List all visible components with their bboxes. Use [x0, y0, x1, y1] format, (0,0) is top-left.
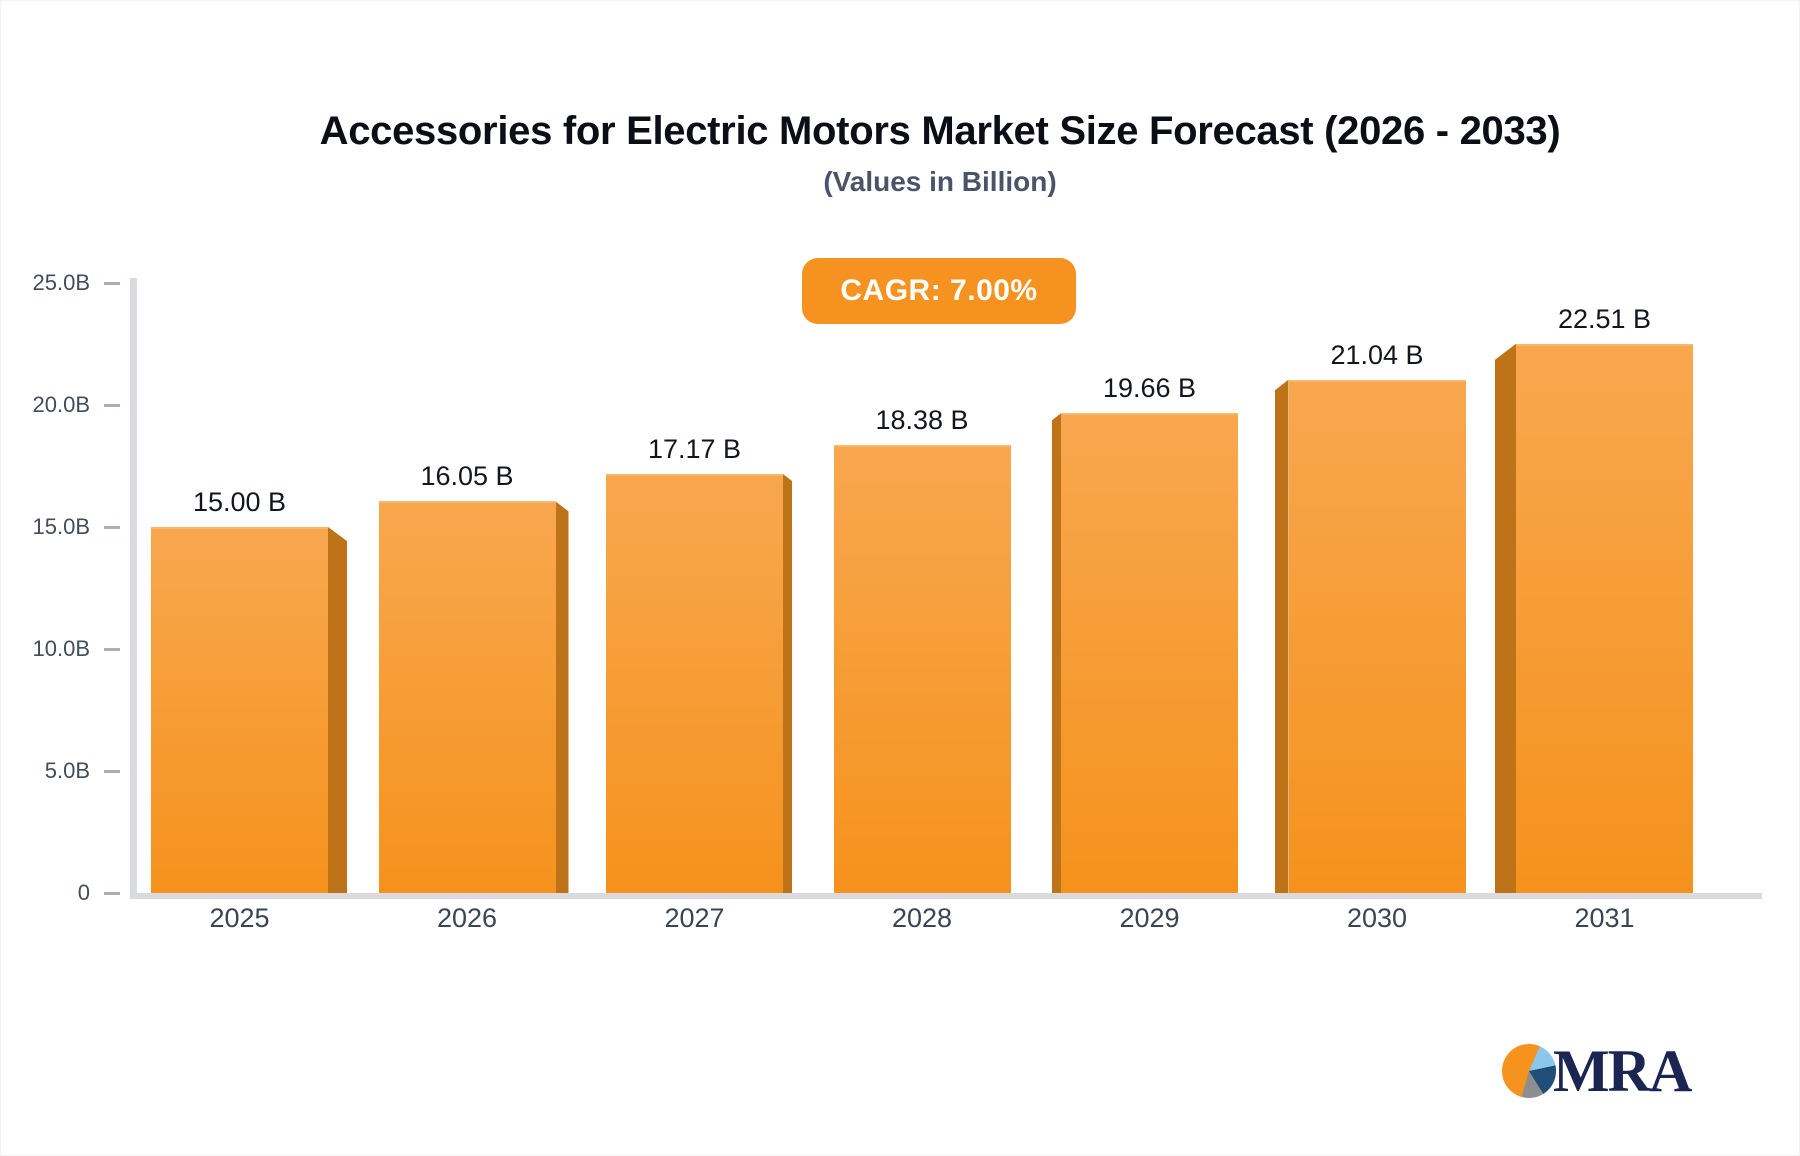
bar-value-label: 22.51 B — [1557, 303, 1652, 334]
y-axis-tick — [104, 525, 120, 529]
y-axis-tick-label: 5.0B — [44, 758, 90, 783]
y-axis-tick-label: 10.0B — [32, 636, 91, 661]
bar — [1061, 413, 1238, 893]
bar-value-label: 17.17 B — [647, 434, 742, 465]
cagr-badge: CAGR: 7.00% — [802, 258, 1076, 324]
mra-logo: MRA — [1502, 1038, 1692, 1104]
chart-subtitle: (Values in Billion) — [823, 166, 1057, 197]
y-axis-tick-label: 20.0B — [32, 392, 91, 417]
bar — [606, 474, 783, 893]
chart-title: Accessories for Electric Motors Market S… — [319, 109, 1561, 153]
y-axis-tick-label: 25.0B — [32, 270, 91, 295]
chart-header: Accessories for Electric Motors Market S… — [80, 108, 1800, 198]
y-axis-tick-label: 0 — [77, 880, 90, 905]
bar-value-label: 15.00 B — [192, 487, 287, 517]
logo-pie-icon — [1502, 1044, 1556, 1098]
bar-side-face — [555, 501, 569, 893]
bar-side-face — [1274, 379, 1289, 893]
y-axis-tick-label: 15.0B — [32, 514, 91, 539]
bar-value-label: 18.38 B — [875, 404, 969, 435]
y-axis-tick — [104, 281, 120, 285]
y-axis-tick — [104, 647, 120, 651]
x-axis-line — [130, 893, 1762, 899]
bar — [1288, 379, 1466, 893]
bar — [151, 527, 328, 893]
x-axis-category-label: 2026 — [436, 903, 498, 933]
bar-value-label: 21.04 B — [1330, 339, 1424, 370]
x-axis-category-label: 2031 — [1574, 903, 1635, 933]
y-axis-line — [130, 278, 137, 899]
bar-side-face — [328, 527, 347, 893]
bar-side-face — [1052, 413, 1061, 893]
bar-value-label: 19.66 B — [1102, 373, 1197, 404]
x-axis-category-label: 2028 — [891, 903, 953, 933]
x-axis-category-label: 2029 — [1119, 903, 1180, 933]
y-axis-tick — [104, 403, 120, 407]
bar — [378, 501, 556, 893]
bar-side-face — [1495, 343, 1516, 893]
bar-side-face — [783, 474, 792, 893]
x-axis-category-label: 2025 — [209, 903, 270, 933]
logo-text: MRA — [1553, 1038, 1692, 1104]
x-axis-category-label: 2027 — [664, 903, 725, 933]
bar — [833, 444, 1011, 893]
x-axis-category-label: 2030 — [1346, 903, 1408, 933]
bar-value-label: 16.05 B — [420, 461, 514, 492]
bar — [1516, 343, 1693, 893]
y-axis-tick — [104, 769, 120, 773]
y-axis-tick — [104, 891, 120, 895]
